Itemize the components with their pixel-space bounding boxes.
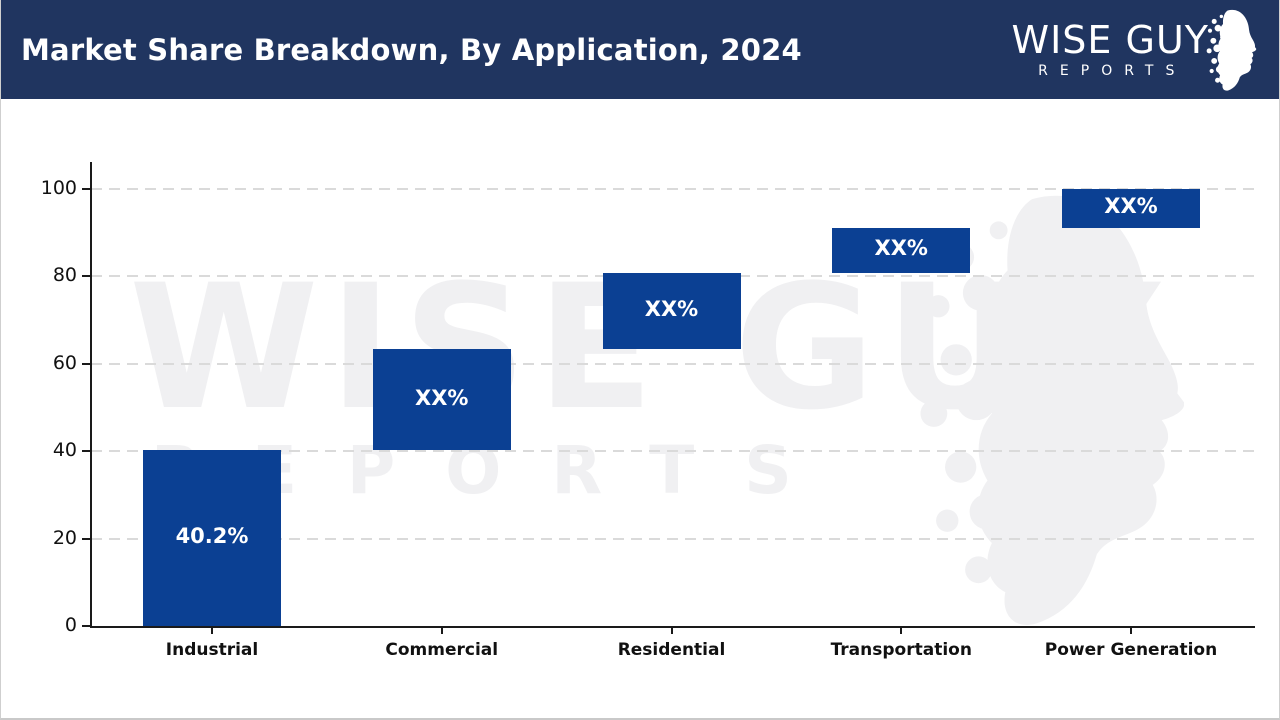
bar-industrial — [143, 450, 281, 626]
page-title: Market Share Breakdown, By Application, … — [21, 32, 802, 67]
category-label: Power Generation — [1044, 640, 1218, 660]
y-tick-label-0: 0 — [64, 614, 77, 636]
y-tick-100 — [82, 187, 90, 190]
y-tick-label-20: 20 — [52, 526, 77, 549]
bar-value-label: 40.2% — [175, 524, 249, 549]
y-axis-spine — [90, 162, 92, 628]
x-tick-4 — [1130, 628, 1132, 634]
y-tick-40 — [82, 450, 90, 452]
brand-logo: WISE GUY REPORTS — [1012, 8, 1267, 92]
category-label: Industrial — [165, 640, 259, 660]
x-tick-0 — [211, 628, 213, 634]
gridline-40 — [91, 450, 1255, 452]
header-banner: Market Share Breakdown, By Application, … — [1, 0, 1279, 99]
category-label: Transportation — [830, 640, 972, 660]
bar-value-label: XX% — [644, 297, 699, 321]
brand-subname: REPORTS — [1038, 63, 1187, 79]
x-tick-3 — [900, 628, 903, 634]
x-tick-2 — [670, 628, 673, 634]
x-tick-1 — [440, 628, 443, 634]
gridline-100 — [91, 187, 1255, 190]
y-tick-20 — [82, 537, 90, 540]
gridline-20 — [91, 537, 1255, 540]
brand-name: WISE GUY — [1011, 18, 1209, 62]
category-label: Residential — [617, 640, 726, 660]
y-tick-label-80: 80 — [52, 264, 77, 286]
bar-value-label: XX% — [415, 385, 469, 410]
bar-power-generation — [1062, 188, 1200, 228]
bar-commercial — [372, 349, 511, 451]
bar-value-label: XX% — [874, 236, 928, 261]
dotted-head-profile-icon — [1206, 9, 1257, 91]
y-tick-label-100: 100 — [40, 176, 77, 199]
y-tick-label-40: 40 — [52, 439, 77, 461]
bar-value-label: XX% — [1104, 194, 1158, 219]
y-tick-60 — [82, 362, 90, 365]
category-label: Commercial — [385, 640, 499, 660]
brand-logo-text: WISE GUY REPORTS — [1012, 21, 1209, 78]
y-tick-0 — [82, 625, 90, 627]
gridline-60 — [91, 362, 1255, 365]
bar-residential — [602, 272, 741, 350]
y-tick-label-60: 60 — [52, 351, 77, 374]
y-tick-80 — [82, 275, 90, 277]
bar-transportation — [832, 227, 971, 273]
x-axis-spine — [90, 626, 1255, 628]
